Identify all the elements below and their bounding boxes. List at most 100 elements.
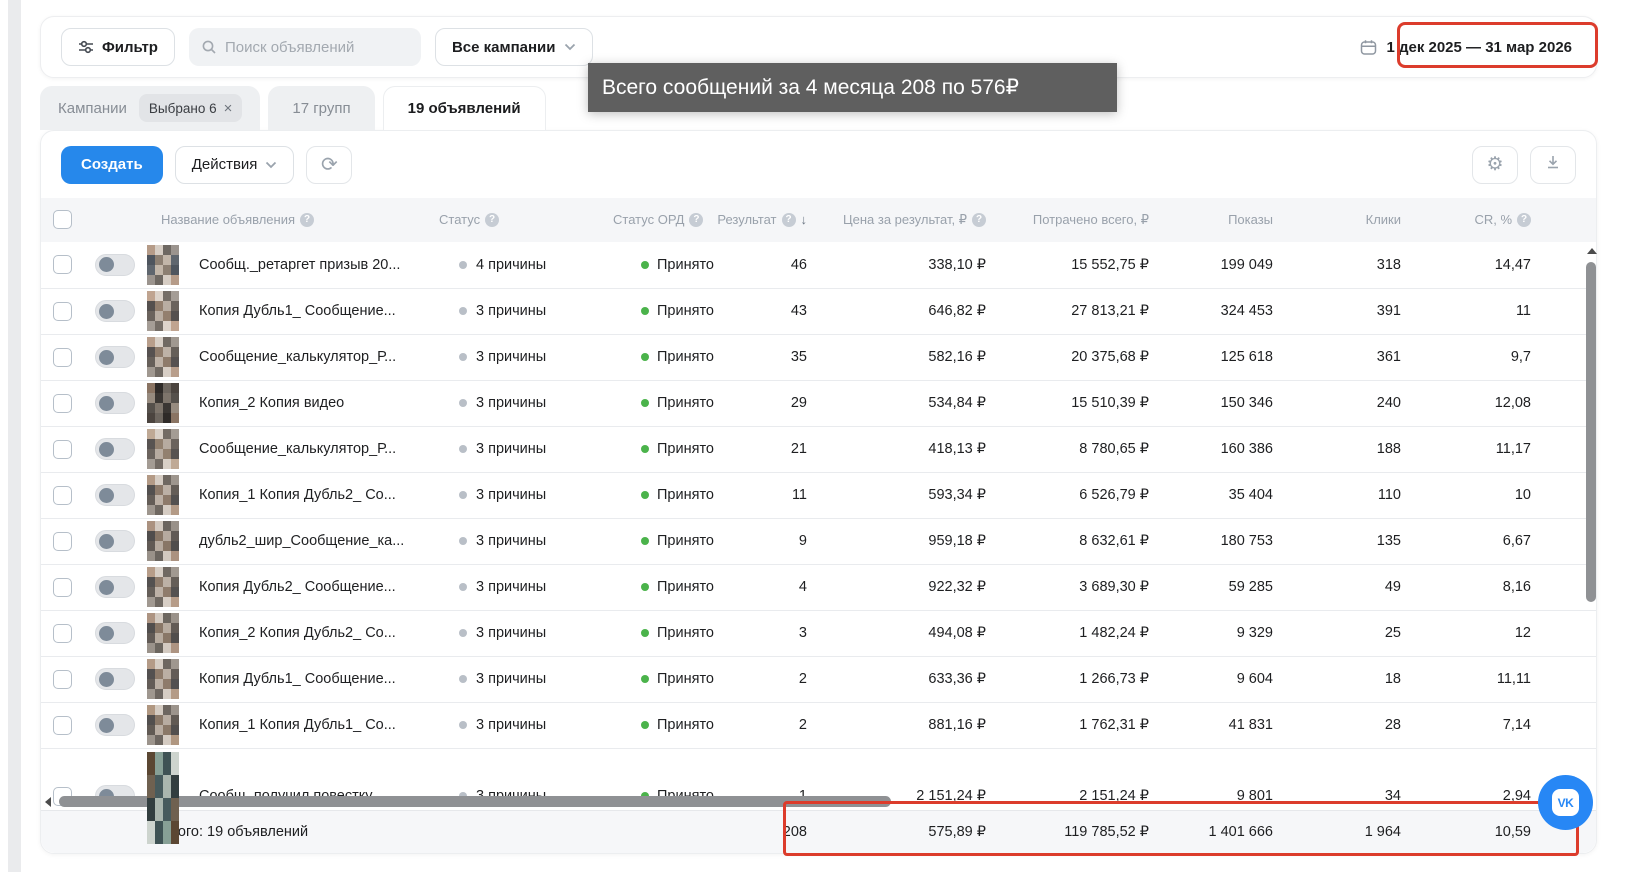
row-enable-toggle[interactable]	[83, 668, 147, 691]
checkbox[interactable]	[52, 577, 72, 597]
row-checkbox[interactable]	[41, 715, 83, 735]
ad-thumbnail[interactable]	[147, 337, 179, 378]
checkbox[interactable]	[52, 393, 72, 413]
ad-status[interactable]: 3 причины	[407, 441, 595, 457]
ad-status[interactable]: 3 причины	[407, 625, 595, 641]
checkbox[interactable]	[52, 255, 72, 275]
row-enable-toggle[interactable]	[83, 576, 147, 599]
ad-name[interactable]: Копия Дубль1_ Сообщение...	[199, 671, 396, 688]
help-icon[interactable]	[972, 212, 986, 227]
help-icon[interactable]	[781, 212, 796, 227]
toggle-switch[interactable]	[95, 346, 135, 369]
ad-thumbnail-cell[interactable]	[147, 657, 191, 702]
horizontal-scrollbar-thumb[interactable]	[59, 795, 891, 807]
tab-ads[interactable]: 19 объявлений	[382, 86, 546, 130]
ad-thumbnail-cell[interactable]	[147, 519, 191, 564]
row-enable-toggle[interactable]	[83, 622, 147, 645]
row-enable-toggle[interactable]	[83, 253, 147, 276]
ad-status[interactable]: 3 причины	[407, 395, 595, 411]
column-header-status[interactable]: Статус	[407, 212, 595, 227]
tab-groups[interactable]: 17 групп	[268, 86, 375, 130]
ad-name[interactable]: дубль2_шир_Сообщение_ка...	[199, 533, 405, 550]
column-header-cost-per-result[interactable]: Цена за результат, ₽	[807, 212, 986, 228]
create-button[interactable]: Создать	[61, 145, 163, 184]
column-header-name[interactable]: Название объявления	[147, 212, 407, 227]
checkbox[interactable]	[52, 531, 72, 551]
row-checkbox[interactable]	[41, 669, 83, 689]
ad-thumbnail-cell[interactable]	[147, 473, 191, 518]
ad-thumbnail-cell[interactable]	[147, 242, 191, 288]
selected-campaigns-chip[interactable]: Выбрано 6	[138, 94, 243, 122]
checkbox[interactable]	[52, 715, 72, 735]
ad-thumbnail[interactable]	[147, 751, 179, 844]
column-header-ord-status[interactable]: Статус ОРД	[595, 212, 717, 227]
actions-dropdown[interactable]: Действия	[174, 145, 295, 184]
ad-thumbnail[interactable]	[147, 291, 179, 332]
table-settings-button[interactable]	[1472, 145, 1518, 184]
close-icon[interactable]	[224, 101, 233, 116]
column-header-spent[interactable]: Потрачено всего, ₽	[1032, 211, 1149, 227]
column-header-result[interactable]: Результат	[717, 212, 807, 227]
checkbox[interactable]	[52, 347, 72, 367]
help-icon[interactable]	[1517, 212, 1531, 227]
ad-status[interactable]: 3 причины	[407, 717, 595, 733]
checkbox[interactable]	[52, 439, 72, 459]
toggle-switch[interactable]	[95, 622, 135, 645]
ad-name[interactable]: Сообщение_калькулятор_Р...	[199, 441, 397, 458]
select-all-checkbox[interactable]	[41, 210, 83, 230]
checkbox[interactable]	[52, 485, 72, 505]
toggle-switch[interactable]	[95, 253, 135, 276]
ad-thumbnail[interactable]	[147, 705, 179, 746]
row-enable-toggle[interactable]	[83, 714, 147, 737]
ad-name[interactable]: Сообщение_калькулятор_Р...	[199, 349, 397, 366]
vertical-scrollbar-thumb[interactable]	[1586, 262, 1596, 602]
toggle-switch[interactable]	[95, 392, 135, 415]
ad-thumbnail-cell[interactable]	[147, 611, 191, 656]
ad-status[interactable]: 3 причины	[407, 671, 595, 687]
row-checkbox[interactable]	[41, 623, 83, 643]
row-checkbox[interactable]	[41, 301, 83, 321]
row-enable-toggle[interactable]	[83, 300, 147, 323]
ad-status[interactable]: 3 причины	[407, 487, 595, 503]
ad-thumbnail[interactable]	[147, 429, 179, 470]
toggle-switch[interactable]	[95, 438, 135, 461]
column-header-impressions[interactable]: Показы	[1228, 212, 1273, 228]
row-enable-toggle[interactable]	[83, 530, 147, 553]
scroll-up-arrow-icon[interactable]	[1587, 248, 1597, 254]
ad-thumbnail[interactable]	[147, 383, 179, 424]
ad-status[interactable]: 3 причины	[407, 349, 595, 365]
scroll-left-arrow-icon[interactable]	[45, 796, 51, 807]
ad-thumbnail-cell[interactable]	[147, 381, 191, 426]
help-icon[interactable]	[689, 212, 704, 227]
row-enable-toggle[interactable]	[83, 438, 147, 461]
row-checkbox[interactable]	[41, 485, 83, 505]
help-icon[interactable]	[300, 212, 315, 227]
help-icon[interactable]	[485, 212, 500, 227]
row-enable-toggle[interactable]	[83, 346, 147, 369]
ad-name[interactable]: Копия_2 Копия видео	[199, 395, 345, 412]
ad-thumbnail[interactable]	[147, 567, 179, 608]
ad-thumbnail[interactable]	[147, 244, 179, 285]
ad-thumbnail-cell[interactable]	[147, 427, 191, 472]
ad-thumbnail-cell[interactable]	[147, 703, 191, 748]
row-checkbox[interactable]	[41, 439, 83, 459]
row-checkbox[interactable]	[41, 347, 83, 367]
toggle-switch[interactable]	[95, 530, 135, 553]
checkbox[interactable]	[52, 301, 72, 321]
ad-name[interactable]: Копия_2 Копия Дубль2_ Со...	[199, 625, 396, 642]
column-header-clicks[interactable]: Клики	[1365, 212, 1401, 228]
row-checkbox[interactable]	[41, 393, 83, 413]
campaigns-dropdown[interactable]: Все кампании	[434, 28, 593, 66]
ad-name[interactable]: Копия Дубль1_ Сообщение...	[199, 303, 396, 320]
ad-name[interactable]: Копия_1 Копия Дубль2_ Со...	[199, 487, 396, 504]
tab-campaigns[interactable]: Кампании Выбрано 6	[40, 86, 261, 130]
row-checkbox[interactable]	[41, 577, 83, 597]
ad-thumbnail[interactable]	[147, 613, 179, 654]
vk-support-widget[interactable]: VK	[1538, 775, 1593, 830]
ad-thumbnail-cell[interactable]	[147, 749, 191, 844]
ad-thumbnail-cell[interactable]	[147, 335, 191, 380]
ad-thumbnail-cell[interactable]	[147, 565, 191, 610]
ad-name[interactable]: Сообщ._ретаргет призыв 20...	[199, 256, 401, 273]
ad-status[interactable]: 3 причины	[407, 533, 595, 549]
checkbox[interactable]	[52, 623, 72, 643]
